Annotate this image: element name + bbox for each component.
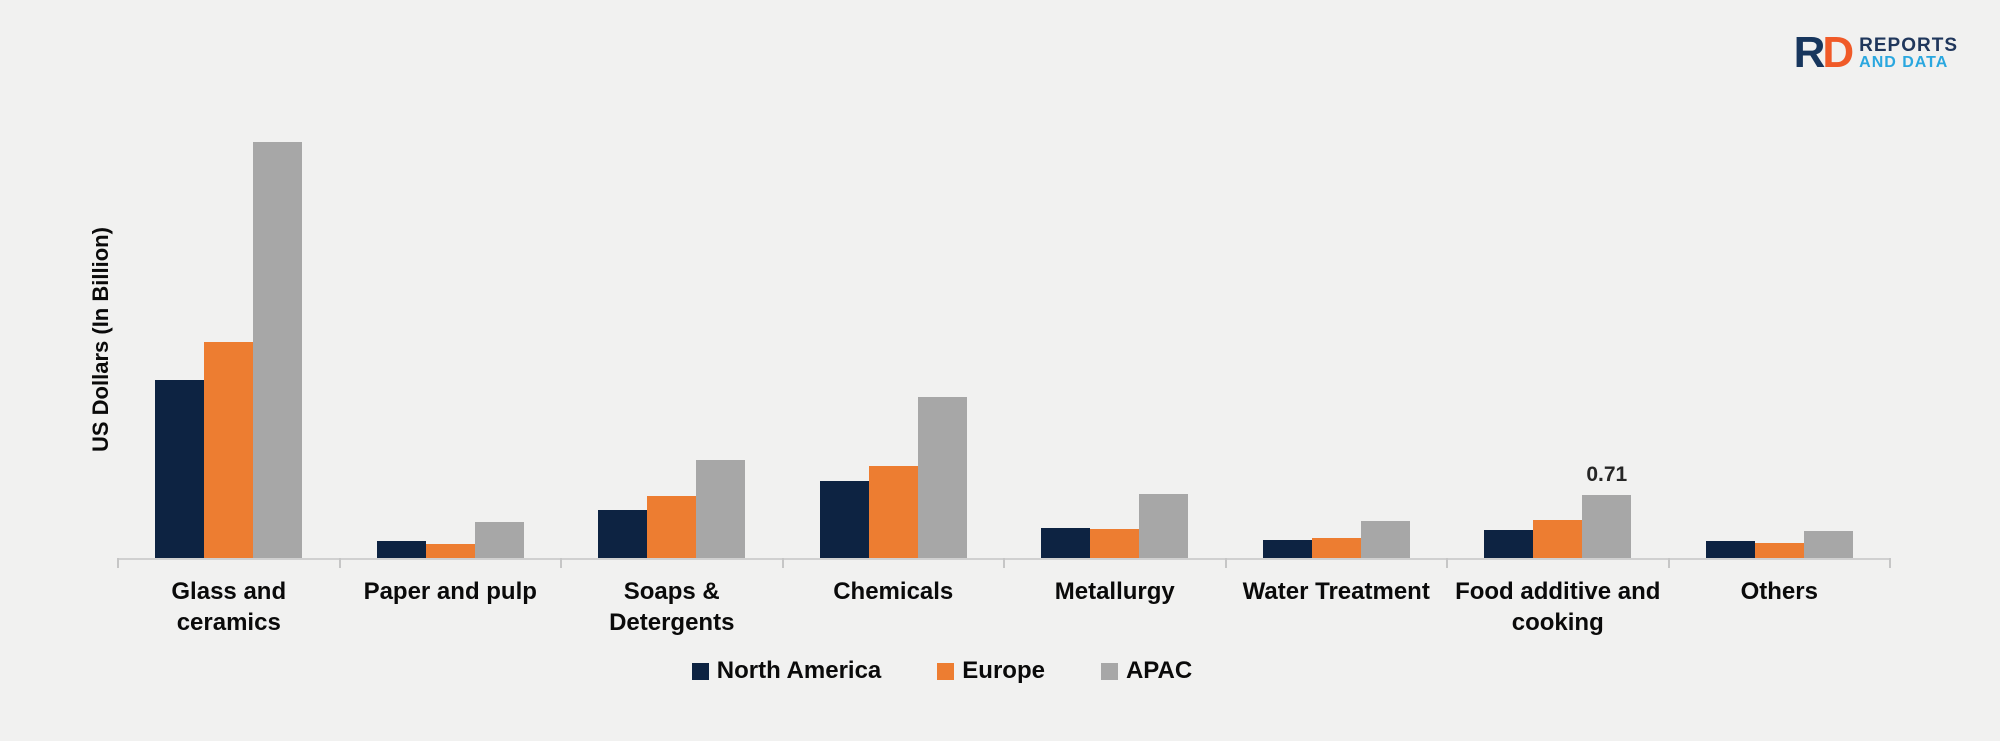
data-label-apac-food-additive-and-cooking: 0.71 [1586,463,1628,486]
bar-apac-others [1803,531,1853,558]
bar-group-food-additive-and-cooking: 0.71 [1447,463,1669,558]
x-axis-tick [1224,558,1227,568]
x-axis-tick [560,558,562,568]
bar-group-chemicals [783,397,1005,558]
bar-apac-paper-and-pulp [474,522,524,558]
legend-item-europe: Europe [937,659,1045,683]
bar-europe-metallurgy [1090,529,1140,558]
x-axis-tick [1667,558,1670,568]
logo-text-and-data: AND DATA [1859,53,1949,71]
bar-europe-glass-and-ceramics [204,342,254,558]
legend-swatch-north-america [691,662,709,680]
category-label-metallurgy: Metallurgy [1054,578,1175,605]
bar-apac-chemicals [917,397,967,558]
bar-group-metallurgy [1004,494,1226,558]
legend-item-apac: APAC [1100,657,1193,684]
logo-text-reports: REPORTS [1859,34,1958,56]
bar-europe-food-additive-and-cooking [1533,520,1583,558]
bar-north-america-paper-and-pulp [376,541,426,558]
legend-label-europe: Europe [962,657,1045,684]
bar-europe-water-treatment [1311,538,1361,558]
x-axis-tick [1889,558,1891,568]
category-label-soaps-detergents: Soaps & Detergents [609,578,735,636]
bar-europe-chemicals [868,466,918,558]
category-label-glass-and-ceramics: Glass and ceramics [171,578,287,636]
legend-item-north-america: North America [691,657,882,684]
logo-wordmark: REPORTS AND DATA [1859,34,1958,71]
bar-north-america-food-additive-and-cooking [1484,530,1534,558]
logo-letter-r: R [1793,28,1826,77]
category-label-paper-and-pulp: Paper and pulp [363,578,537,605]
bar-apac-soaps-detergents [696,460,746,558]
legend-label-apac: APAC [1125,657,1193,684]
legend-swatch-apac [1100,662,1118,680]
x-axis-tick [781,558,784,568]
legend-swatch-europe [937,662,955,680]
bar-group-glass-and-ceramics [118,142,340,558]
bar-apac-water-treatment [1360,521,1410,558]
category-label-food-additive-and-cooking: Food additive and cooking [1455,578,1661,636]
category-label-others: Others [1740,578,1818,605]
bar-europe-soaps-detergents [647,496,697,558]
bar-europe-paper-and-pulp [425,544,475,558]
legend-label-north-america: North America [716,657,882,684]
x-axis-tick [1003,558,1005,568]
bar-apac-glass-and-ceramics [253,142,303,558]
bar-north-america-soaps-detergents [598,510,648,558]
category-label-chemicals: Chemicals [833,578,954,605]
logo-letter-d: D [1822,28,1854,77]
x-axis-tick [338,558,341,568]
bar-apac-metallurgy [1139,494,1189,558]
bar-north-america-metallurgy [1041,528,1091,558]
bar-north-america-others [1705,541,1755,558]
reports-and-data-logo: R D REPORTS AND DATA [1793,28,1958,77]
legend: North America Europe APAC [0,659,1942,683]
x-axis-tick [1446,558,1448,568]
bar-group-water-treatment [1226,521,1448,558]
bar-group-paper-and-pulp [340,522,562,558]
bar-europe-others [1754,543,1804,558]
bar-north-america-water-treatment [1262,540,1312,558]
x-axis-tick [117,558,119,568]
bar-north-america-chemicals [819,481,869,558]
category-label-water-treatment: Water Treatment [1242,578,1430,605]
logo-rd-mark-icon: R D [1793,28,1855,77]
bar-apac-food-additive-and-cooking: 0.71 [1582,463,1632,558]
bar-north-america-glass-and-ceramics [155,380,205,558]
bar-group-soaps-detergents [561,460,783,558]
bar-group-others [1669,531,1891,558]
